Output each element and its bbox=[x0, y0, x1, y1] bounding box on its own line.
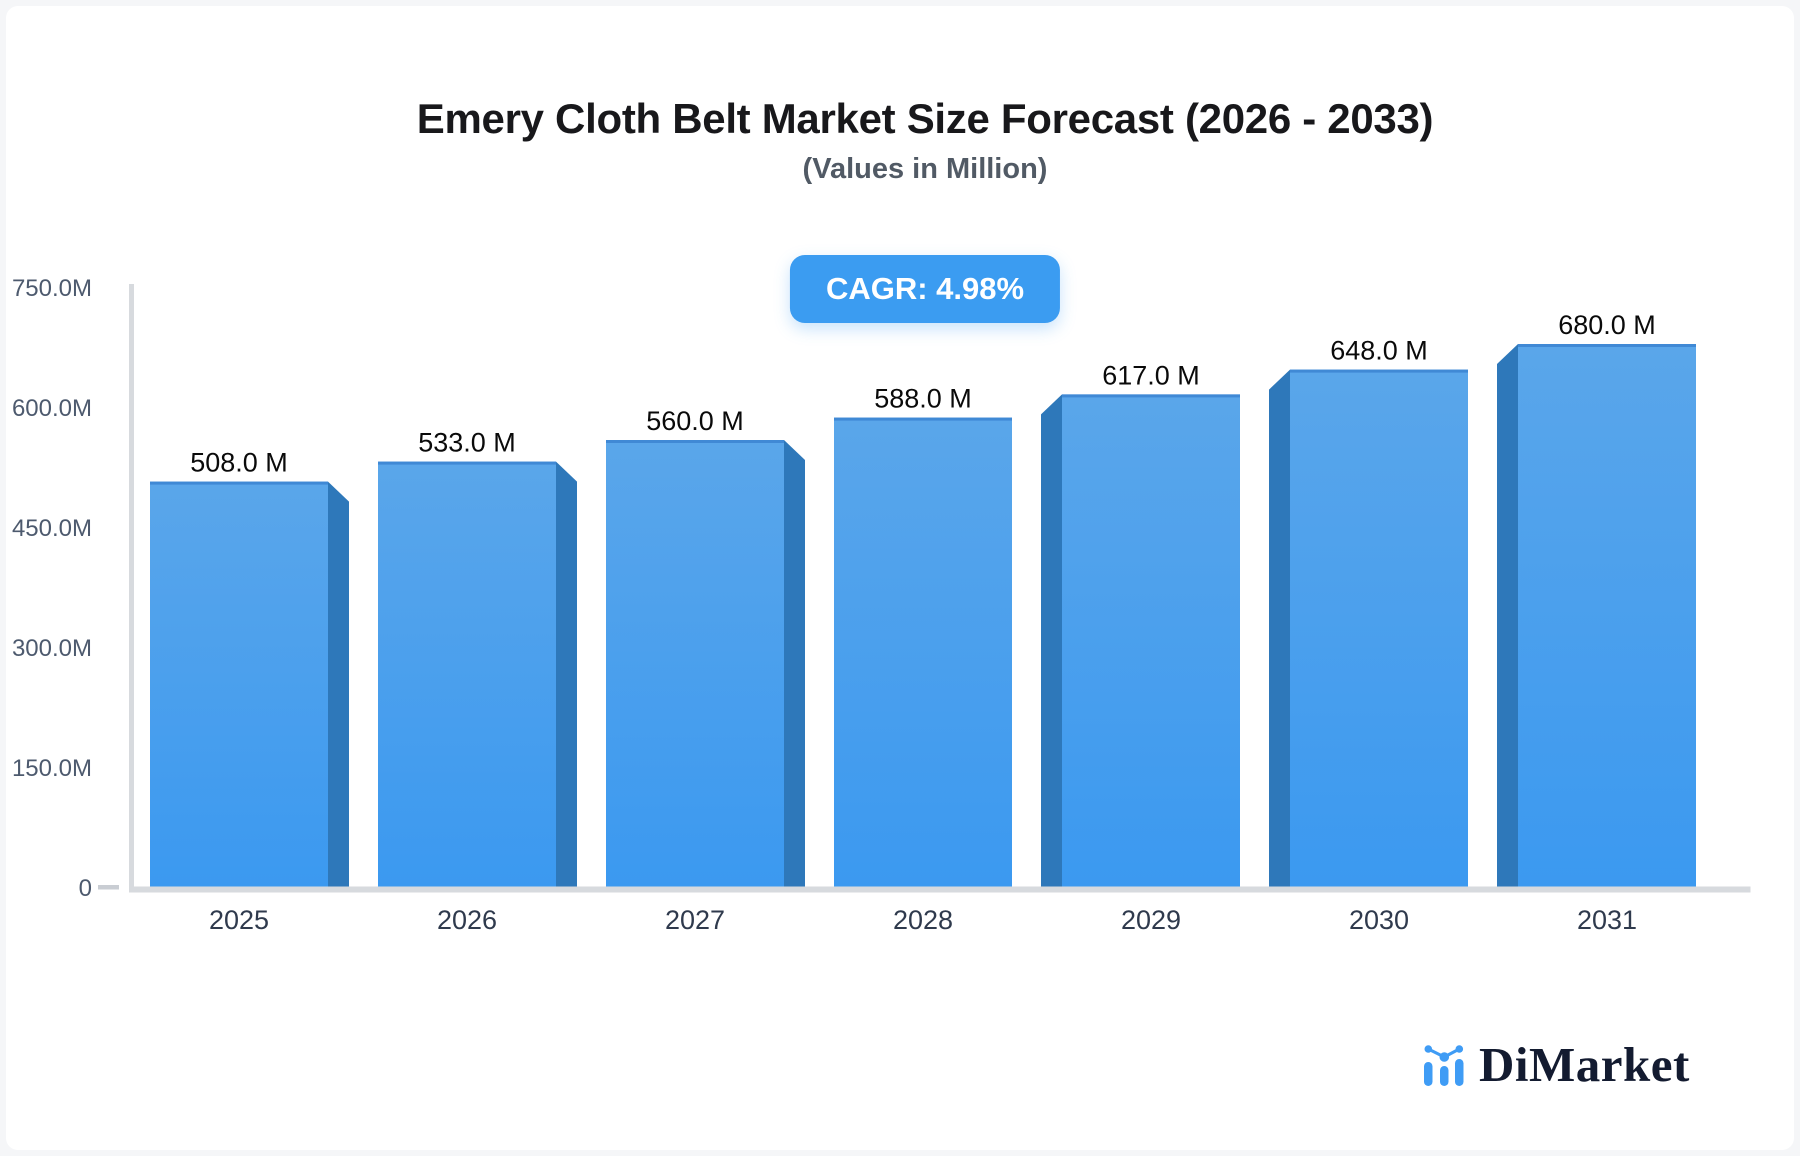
value-label: 560.0 M bbox=[646, 406, 744, 436]
cagr-badge-label: CAGR: 4.98% bbox=[825, 271, 1025, 306]
chart-title: Emery Cloth Belt Market Size Forecast (2… bbox=[416, 95, 1434, 142]
value-label: 680.0 M bbox=[1558, 310, 1656, 340]
bar-2031[interactable] bbox=[1497, 344, 1696, 888]
y-tick-label: 450.0M bbox=[12, 515, 92, 542]
bar-side-face bbox=[1497, 344, 1518, 888]
y-tick-label: 600.0M bbox=[12, 395, 92, 422]
x-tick-label: 2025 bbox=[209, 905, 269, 935]
value-label: 588.0 M bbox=[874, 384, 972, 414]
value-label: 508.0 M bbox=[190, 448, 288, 478]
y-tick-label: 0 bbox=[79, 875, 92, 902]
bar-2025[interactable] bbox=[150, 481, 349, 888]
y-tick-label: 300.0M bbox=[12, 635, 92, 662]
bar-top-edge bbox=[606, 440, 784, 443]
x-tick-label: 2028 bbox=[893, 905, 953, 935]
bar-front-face bbox=[1290, 369, 1468, 889]
bar-front-face bbox=[378, 461, 556, 888]
x-axis-line bbox=[129, 886, 1751, 893]
bar-front-face bbox=[1062, 394, 1240, 888]
dimarket-logo: DiMarket bbox=[1422, 1037, 1690, 1092]
value-label: 617.0 M bbox=[1102, 360, 1200, 390]
bar-top-edge bbox=[1062, 394, 1240, 398]
bar-2029[interactable] bbox=[1041, 394, 1240, 888]
bar-front-face bbox=[150, 481, 328, 888]
bar-side-face bbox=[328, 481, 349, 888]
bar-front-face bbox=[1518, 344, 1696, 888]
bar-side-face bbox=[1041, 394, 1062, 888]
bar-front-face bbox=[834, 417, 1012, 888]
bar-2027[interactable] bbox=[606, 440, 805, 888]
x-tick-label: 2030 bbox=[1349, 905, 1409, 935]
x-tick-label: 2027 bbox=[665, 905, 725, 935]
y-tick-label: 150.0M bbox=[12, 755, 92, 782]
dimarket-logo-icon bbox=[1424, 1045, 1464, 1086]
bar-top-edge bbox=[378, 461, 556, 465]
bar-top-edge bbox=[150, 481, 328, 485]
y-axis-line bbox=[129, 284, 134, 892]
value-label: 648.0 M bbox=[1330, 336, 1428, 366]
bar-front-face bbox=[606, 440, 784, 888]
bar-side-face bbox=[784, 440, 805, 888]
bar-2030[interactable] bbox=[1269, 369, 1468, 889]
bar-top-edge bbox=[1290, 369, 1468, 373]
x-tick-label: 2029 bbox=[1121, 905, 1181, 935]
bar-2026[interactable] bbox=[378, 461, 577, 888]
zero-tick-mark bbox=[98, 885, 119, 890]
bar-side-face bbox=[556, 461, 577, 888]
bar-top-edge bbox=[1518, 344, 1696, 347]
bar-2028[interactable] bbox=[834, 417, 1012, 888]
x-tick-label: 2026 bbox=[437, 905, 497, 935]
x-tick-label: 2031 bbox=[1577, 905, 1637, 935]
chart-subtitle: (Values in Million) bbox=[802, 153, 1048, 185]
value-label: 533.0 M bbox=[418, 428, 516, 458]
bar-top-edge bbox=[834, 417, 1012, 421]
bar-side-face bbox=[1269, 369, 1290, 889]
cagr-badge: CAGR: 4.98% bbox=[789, 255, 1061, 323]
dimarket-logo-text: DiMarket bbox=[1479, 1037, 1690, 1092]
y-tick-label: 750.0M bbox=[12, 275, 92, 302]
